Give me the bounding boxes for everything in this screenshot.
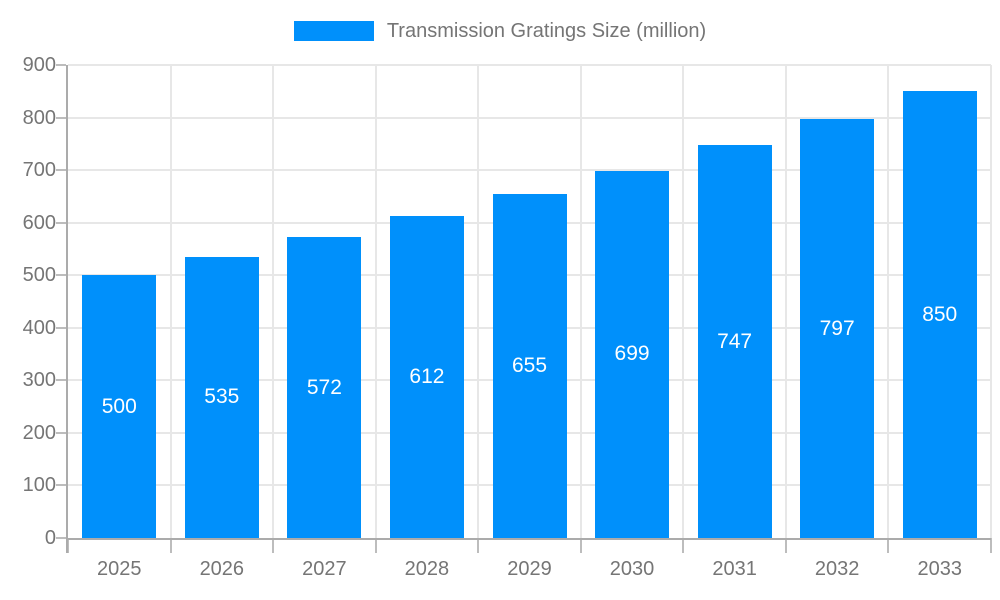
y-axis-label: 400 xyxy=(22,316,56,339)
y-axis-label: 600 xyxy=(22,211,56,234)
bar-2031: 747 xyxy=(697,145,772,538)
x-axis-label: 2033 xyxy=(917,558,962,580)
bar-value-label: 699 xyxy=(614,342,650,366)
x-axis-label: 2031 xyxy=(712,558,757,580)
bar-value-label: 572 xyxy=(306,375,342,399)
x-axis-label: 2032 xyxy=(814,558,860,580)
bar-2028: 612 xyxy=(389,216,464,538)
bar-2026: 535 xyxy=(184,256,259,538)
y-axis-label: 500 xyxy=(22,264,56,287)
bar-value-label: 612 xyxy=(409,365,445,389)
x-axis-tick xyxy=(887,538,890,553)
y-axis-tick xyxy=(56,537,66,539)
gridline-vertical xyxy=(272,65,275,538)
x-axis-tick xyxy=(169,538,172,553)
y-axis-tick xyxy=(56,484,66,487)
bar-2025: 500 xyxy=(82,275,157,538)
y-axis-tick xyxy=(56,221,66,224)
y-axis-label: 100 xyxy=(22,474,56,497)
x-axis-tick xyxy=(374,538,377,553)
x-axis-tick xyxy=(990,538,992,553)
bar-value-label: 797 xyxy=(819,316,855,340)
gridline-vertical xyxy=(887,65,890,538)
y-axis-label: 900 xyxy=(22,54,56,76)
bar-value-label: 850 xyxy=(922,302,958,326)
y-axis-label: 200 xyxy=(22,421,56,444)
plot-area: 500 535 572 612 655 699 747 797 850 0 100 200 300 400… xyxy=(23,54,992,580)
x-axis-line xyxy=(66,538,991,540)
y-axis-label: 0 xyxy=(44,527,56,549)
x-axis-label: 2030 xyxy=(609,558,655,580)
y-axis-label: 300 xyxy=(22,369,56,392)
x-axis-label: 2029 xyxy=(507,558,552,580)
y-axis-tick xyxy=(56,274,66,277)
bar-value-label: 747 xyxy=(717,329,753,353)
y-axis-tick xyxy=(56,169,66,172)
y-axis-tick xyxy=(56,116,66,119)
bar-2027: 572 xyxy=(287,237,362,538)
y-axis-tick xyxy=(56,326,66,329)
gridline-horizontal xyxy=(68,169,991,172)
legend-label: Transmission Gratings Size (million) xyxy=(386,20,707,42)
x-axis-tick xyxy=(682,538,685,553)
gridline-vertical xyxy=(784,65,787,538)
y-axis-tick xyxy=(56,64,66,66)
gridline-horizontal xyxy=(68,64,991,66)
y-axis-label: 800 xyxy=(22,106,56,129)
x-axis-label: 2028 xyxy=(404,558,450,580)
x-axis-tick xyxy=(579,538,582,553)
y-axis-line xyxy=(66,65,68,553)
x-axis-tick xyxy=(784,538,787,553)
x-axis-label: 2026 xyxy=(199,558,245,580)
x-axis-label: 2025 xyxy=(97,558,142,580)
gridline-vertical xyxy=(682,65,685,538)
bar-value-label: 535 xyxy=(204,385,240,409)
bar-2033: 850 xyxy=(902,91,977,538)
gridline-vertical xyxy=(169,65,172,538)
gridline-vertical xyxy=(990,65,992,538)
bar-value-label: 655 xyxy=(511,353,548,377)
y-axis-label: 700 xyxy=(22,159,56,182)
legend-swatch-icon xyxy=(293,21,374,41)
chart-legend: Transmission Gratings Size (million) xyxy=(0,20,1000,42)
bar-2029: 655 xyxy=(492,193,567,538)
y-axis-tick xyxy=(56,379,66,382)
x-axis-label: 2027 xyxy=(302,558,347,580)
bar-2030: 699 xyxy=(595,170,670,538)
gridline-vertical xyxy=(374,65,377,538)
gridline-vertical xyxy=(477,65,480,538)
bar-value-label: 500 xyxy=(101,394,137,418)
x-axis-tick xyxy=(272,538,275,553)
gridline-vertical xyxy=(579,65,582,538)
x-axis-tick xyxy=(67,538,69,553)
bar-2032: 797 xyxy=(800,119,875,538)
y-axis-tick xyxy=(56,431,66,434)
gridline-horizontal xyxy=(68,116,991,119)
x-axis-tick xyxy=(477,538,480,553)
